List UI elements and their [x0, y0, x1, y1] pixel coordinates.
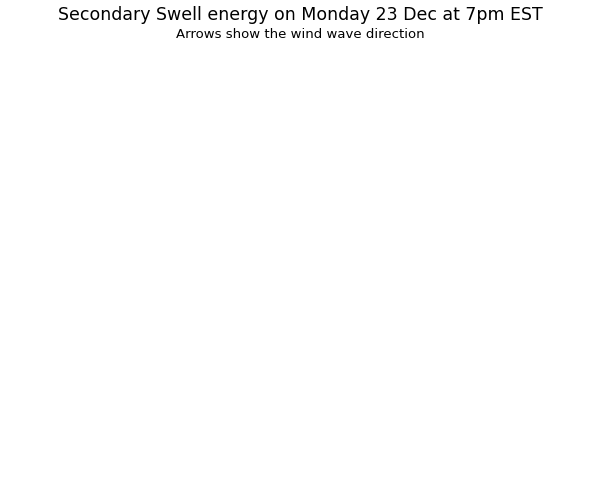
- Text: Secondary Swell energy on Monday 23 Dec at 7pm EST: Secondary Swell energy on Monday 23 Dec …: [58, 6, 543, 23]
- Text: Arrows show the wind wave direction: Arrows show the wind wave direction: [176, 28, 425, 41]
